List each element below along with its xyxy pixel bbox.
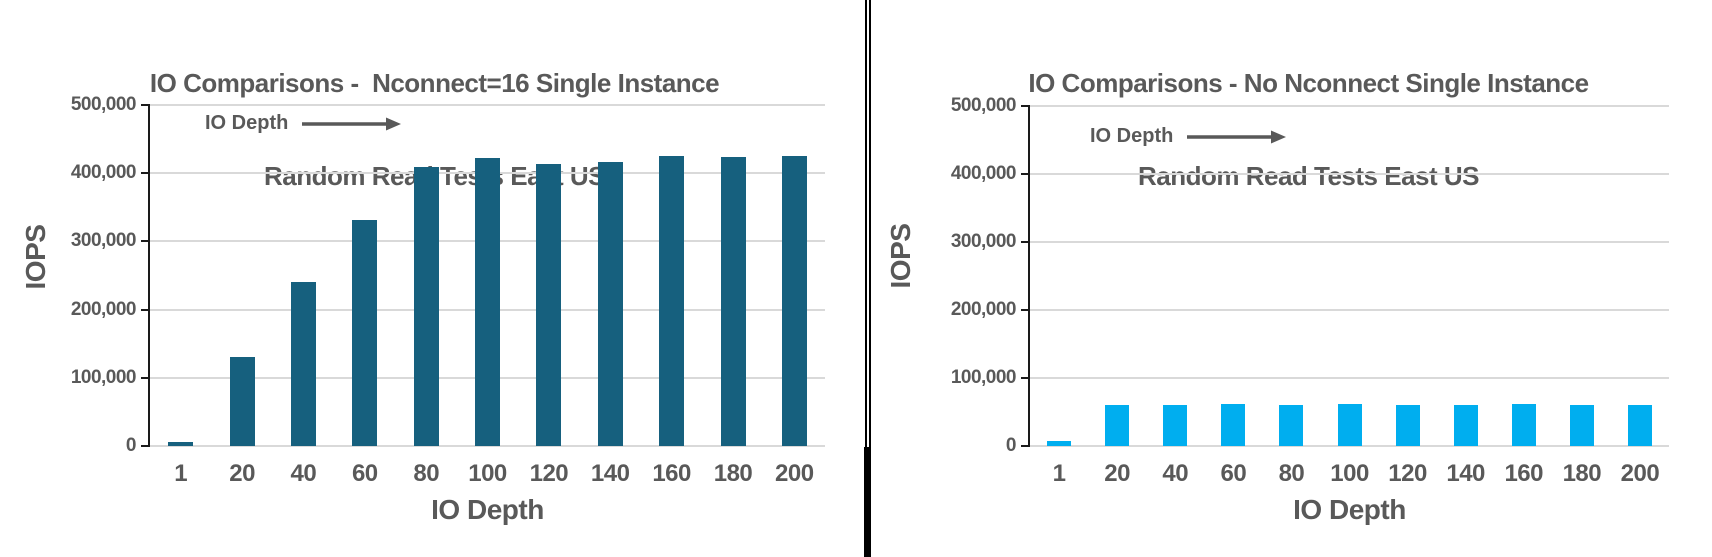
x-tick-label-100: 100 xyxy=(1330,460,1369,487)
chart-title-line2: Random Read Tests East US xyxy=(1137,161,1480,191)
x-tick-label-160: 160 xyxy=(652,460,691,487)
bar-iodepth-20 xyxy=(1105,405,1130,446)
x-tick-label-40: 40 xyxy=(290,460,317,487)
y-tick-label: 300,000 xyxy=(70,230,137,252)
right-arrow-icon xyxy=(302,117,402,130)
y-gridline-500000 xyxy=(150,104,825,106)
y-tick-mark xyxy=(1021,309,1030,311)
y-tick-mark xyxy=(141,376,150,379)
x-tick-label-80: 80 xyxy=(1278,460,1305,487)
chart-panel-nconnect16: IO Comparisons - Nconnect=16 Single Inst… xyxy=(2,6,867,525)
y-tick-label: 400,000 xyxy=(70,162,137,184)
y-tick-label: 100,000 xyxy=(70,366,137,388)
y-tick-label: 200,000 xyxy=(950,299,1017,320)
y-tick-mark xyxy=(1021,241,1030,243)
y-gridline-500000 xyxy=(1030,105,1669,107)
y-tick-label: 100,000 xyxy=(950,367,1017,388)
bar-iodepth-100 xyxy=(475,158,500,446)
right-arrow-icon xyxy=(1187,130,1287,143)
annotation-label: IO Depth xyxy=(205,112,289,134)
x-tick-label-1: 1 xyxy=(174,460,188,487)
panel-divider-thick-line xyxy=(864,447,871,557)
y-tick-label: 500,000 xyxy=(950,95,1017,116)
y-tick-label: 200,000 xyxy=(70,298,137,320)
bar-iodepth-100 xyxy=(1337,404,1362,446)
y-tick-mark xyxy=(1021,445,1030,447)
x-tick-label-60: 60 xyxy=(1220,460,1247,487)
bar-iodepth-80 xyxy=(1279,405,1304,446)
y-tick-mark xyxy=(1021,377,1030,379)
chart-title-line1: IO Comparisons - No Nconnect Single Inst… xyxy=(1028,68,1589,98)
bar-iodepth-80 xyxy=(413,167,439,446)
bar-iodepth-160 xyxy=(1511,404,1536,446)
y-tick-label: 0 xyxy=(125,435,137,456)
x-tick-label-20: 20 xyxy=(1104,460,1130,487)
bar-iodepth-180 xyxy=(720,157,746,446)
y-gridline-300000 xyxy=(1030,241,1669,243)
io-depth-annotation: IO Depth xyxy=(205,112,402,135)
x-tick-label-200: 200 xyxy=(1620,460,1660,487)
bar-iodepth-40 xyxy=(1163,405,1188,446)
x-tick-label-180: 180 xyxy=(713,460,753,487)
bar-iodepth-200 xyxy=(1628,405,1652,446)
bar-iodepth-40 xyxy=(290,282,316,446)
y-tick-mark xyxy=(141,308,150,311)
y-gridline-400000 xyxy=(1030,173,1669,175)
x-tick-label-120: 120 xyxy=(529,460,569,487)
y-tick-label: 0 xyxy=(1005,435,1017,456)
y-axis-title: IOPS xyxy=(885,223,916,289)
y-tick-label: 300,000 xyxy=(950,231,1017,252)
y-tick-mark xyxy=(1021,173,1030,175)
x-tick-label-80: 80 xyxy=(413,460,440,487)
x-tick-label-1: 1 xyxy=(1052,460,1066,487)
bar-iodepth-140 xyxy=(597,162,623,446)
x-axis-title: IO Depth xyxy=(1293,494,1406,525)
y-axis-title: IOPS xyxy=(20,224,51,290)
y-tick-mark xyxy=(141,172,150,175)
y-tick-mark xyxy=(141,445,150,447)
x-axis-title: IO Depth xyxy=(431,494,544,525)
x-tick-label-180: 180 xyxy=(1562,460,1602,487)
y-tick-label: 400,000 xyxy=(950,163,1017,184)
y-gridline-0 xyxy=(1030,445,1669,447)
y-gridline-0 xyxy=(150,445,825,447)
y-tick-mark xyxy=(141,240,150,243)
annotation-label: IO Depth xyxy=(1090,125,1174,147)
bar-iodepth-20 xyxy=(229,357,255,446)
bar-iodepth-1 xyxy=(168,442,194,446)
bar-iodepth-120 xyxy=(536,164,562,446)
bar-iodepth-160 xyxy=(659,156,685,446)
bar-iodepth-1 xyxy=(1047,441,1071,446)
plot-area xyxy=(1030,106,1669,446)
y-tick-label: 500,000 xyxy=(70,94,137,115)
y-gridline-100000 xyxy=(1030,377,1669,379)
y-tick-mark xyxy=(1021,105,1030,107)
io-depth-annotation: IO Depth xyxy=(1090,125,1287,148)
chart-title: IO Comparisons - No Nconnect Single Inst… xyxy=(888,6,1712,254)
bar-iodepth-180 xyxy=(1569,405,1594,446)
bar-iodepth-60 xyxy=(352,220,378,446)
bar-iodepth-200 xyxy=(781,156,807,446)
x-tick-label-140: 140 xyxy=(590,460,630,487)
x-tick-label-20: 20 xyxy=(229,460,255,487)
chart-panel-no-nconnect: IO Comparisons - No Nconnect Single Inst… xyxy=(871,0,1712,557)
x-tick-label-40: 40 xyxy=(1162,460,1189,487)
bar-iodepth-60 xyxy=(1221,404,1246,446)
bar-iodepth-140 xyxy=(1453,405,1478,446)
x-tick-label-100: 100 xyxy=(468,460,507,487)
x-tick-label-160: 160 xyxy=(1504,460,1543,487)
x-tick-label-120: 120 xyxy=(1388,460,1427,487)
chart-title-line1: IO Comparisons - Nconnect=16 Single Inst… xyxy=(149,68,720,98)
panel-divider-double-line xyxy=(865,0,871,447)
y-axis-line xyxy=(148,105,150,447)
x-tick-label-60: 60 xyxy=(351,460,378,487)
y-gridline-200000 xyxy=(1030,309,1669,311)
x-tick-label-200: 200 xyxy=(775,460,814,487)
y-tick-mark xyxy=(141,104,150,106)
chart-title: IO Comparisons - Nconnect=16 Single Inst… xyxy=(2,6,867,254)
y-axis-line xyxy=(1028,106,1030,447)
x-tick-label-140: 140 xyxy=(1446,460,1485,487)
bar-iodepth-120 xyxy=(1395,405,1420,446)
